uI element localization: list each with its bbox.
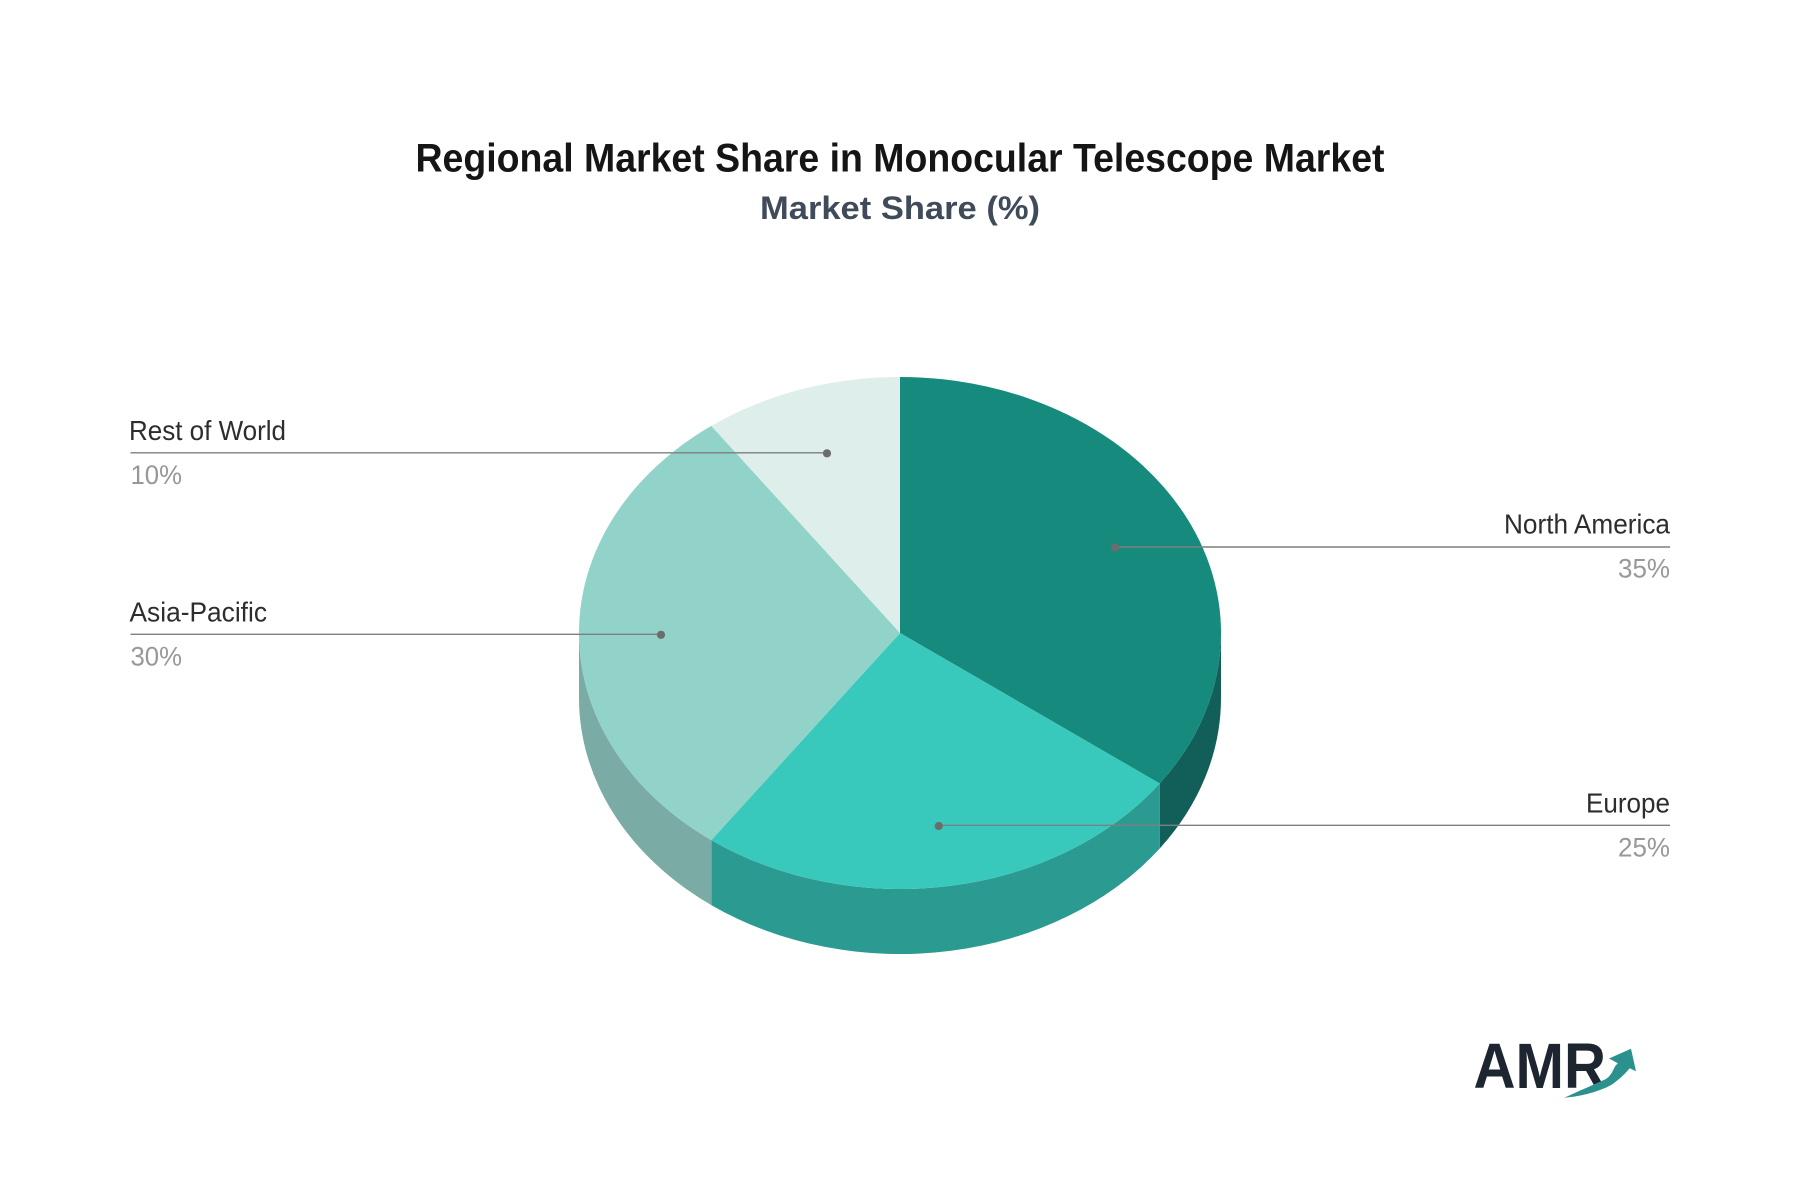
svg-text:Asia-Pacific: Asia-Pacific	[130, 596, 268, 627]
svg-text:Market Share (%): Market Share (%)	[760, 190, 1040, 226]
svg-text:Europe: Europe	[1586, 787, 1670, 818]
svg-text:Rest of World: Rest of World	[129, 415, 286, 446]
svg-text:North America: North America	[1504, 509, 1670, 540]
svg-text:35%: 35%	[1618, 554, 1670, 584]
svg-text:30%: 30%	[131, 641, 183, 671]
svg-text:Regional Market Share in Monoc: Regional Market Share in Monocular Teles…	[416, 136, 1385, 180]
svg-text:25%: 25%	[1618, 832, 1670, 862]
svg-text:10%: 10%	[131, 460, 183, 490]
